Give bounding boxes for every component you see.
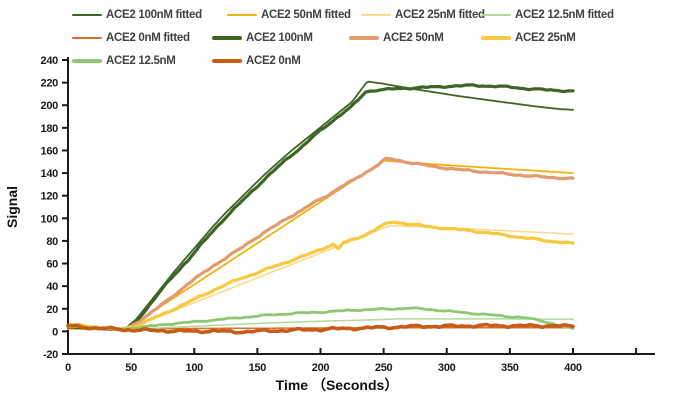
- y-axis-title: Signal: [4, 186, 20, 228]
- y-tick-label: 140: [41, 168, 59, 180]
- legend-label: ACE2 25nM: [515, 32, 576, 44]
- x-tick-label: 50: [125, 362, 137, 374]
- series-data100-line: [66, 83, 575, 332]
- y-tick-label: 120: [41, 191, 59, 203]
- legend-swatch: [212, 59, 242, 63]
- x-axis-title: Time （Seconds）: [276, 377, 399, 393]
- legend-swatch: [212, 36, 242, 40]
- y-tick-label: -20: [43, 349, 58, 361]
- legend-swatch: [349, 36, 379, 40]
- y-tick-label: 0: [52, 326, 58, 338]
- legend-swatch: [72, 59, 102, 63]
- legend-item-100nm: ACE2 100nM: [212, 30, 313, 46]
- legend-label: ACE2 12.5nM: [106, 55, 176, 67]
- y-tick-label: 80: [46, 236, 58, 248]
- series-data50-line: [66, 156, 575, 332]
- x-tick-label: 300: [438, 362, 456, 374]
- y-tick-label: 240: [41, 55, 59, 67]
- legend-label: ACE2 50nM fitted: [261, 9, 351, 21]
- y-tick-label: 40: [46, 281, 58, 293]
- legend-item-25nm-fitted: ACE2 25nM fitted: [361, 7, 485, 23]
- x-tick-label: 350: [501, 362, 519, 374]
- legend-swatch: [481, 36, 511, 40]
- legend-label: ACE2 0nM fitted: [106, 32, 190, 44]
- legend-label: ACE2 0nM: [246, 55, 301, 67]
- x-tick-label: 100: [186, 362, 204, 374]
- x-tick-label: 150: [249, 362, 267, 374]
- legend-label: ACE2 100nM: [246, 32, 313, 44]
- x-tick-label: 250: [375, 362, 393, 374]
- series-fit100-line: [67, 80, 574, 330]
- y-tick-label: 20: [46, 304, 58, 316]
- legend-item-12-5nm-fitted: ACE2 12.5nM fitted: [481, 7, 614, 23]
- legend-swatch: [227, 14, 257, 16]
- y-tick-label: 160: [41, 145, 59, 157]
- legend-swatch: [72, 14, 102, 16]
- legend-label: ACE2 12.5nM fitted: [515, 9, 614, 21]
- y-tick-label: 180: [41, 123, 59, 135]
- legend-item-100nm-fitted: ACE2 100nM fitted: [72, 7, 202, 23]
- legend-swatch: [72, 37, 102, 39]
- x-tick-label: 200: [312, 362, 330, 374]
- x-tick-label: 0: [65, 362, 71, 374]
- legend-label: ACE2 100nM fitted: [106, 9, 202, 21]
- series-fit50-line: [67, 159, 574, 330]
- chart-legend: ACE2 100nM fitted ACE2 50nM fitted ACE2 …: [0, 0, 675, 72]
- series-data25-line: [66, 220, 575, 331]
- legend-item-25nm: ACE2 25nM: [481, 30, 576, 46]
- y-tick-label: 220: [41, 78, 59, 90]
- series-data12-line: [66, 306, 575, 331]
- series-data0-line: [66, 322, 575, 335]
- legend-item-0nm-fitted: ACE2 0nM fitted: [72, 30, 190, 46]
- legend-item-0nm: ACE2 0nM: [212, 53, 301, 69]
- legend-swatch: [361, 14, 391, 16]
- x-tick-label: 400: [564, 362, 582, 374]
- legend-item-50nm-fitted: ACE2 50nM fitted: [227, 7, 351, 23]
- legend-label: ACE2 50nM: [383, 32, 444, 44]
- legend-label: ACE2 25nM fitted: [395, 9, 485, 21]
- legend-swatch: [481, 14, 511, 16]
- legend-item-50nm: ACE2 50nM: [349, 30, 444, 46]
- y-tick-label: 60: [46, 259, 58, 271]
- y-tick-label: 100: [41, 213, 59, 225]
- series-fit12-line: [67, 318, 574, 331]
- y-tick-label: 200: [41, 100, 59, 112]
- legend-item-12-5nm: ACE2 12.5nM: [72, 53, 176, 69]
